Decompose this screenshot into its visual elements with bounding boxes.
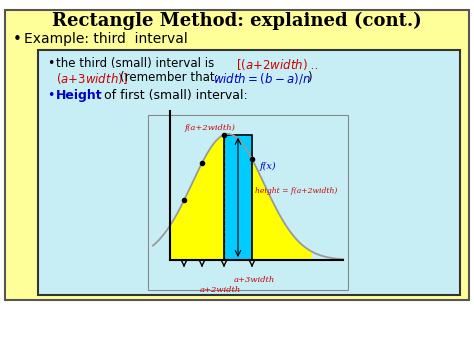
Text: of first (small) interval:: of first (small) interval: bbox=[100, 88, 248, 102]
Bar bbox=[224, 135, 252, 260]
Text: •: • bbox=[13, 32, 22, 47]
Polygon shape bbox=[170, 135, 224, 260]
Polygon shape bbox=[252, 159, 312, 260]
Text: ): ) bbox=[307, 71, 311, 84]
Text: $(a{+}3width)]$: $(a{+}3width)]$ bbox=[56, 71, 128, 86]
Text: f(a+2width): f(a+2width) bbox=[184, 124, 236, 132]
Text: Height: Height bbox=[56, 88, 103, 102]
Text: height = f(a+2width): height = f(a+2width) bbox=[255, 187, 337, 195]
Text: (remember that:: (remember that: bbox=[120, 71, 222, 84]
Text: a+3width: a+3width bbox=[233, 276, 274, 284]
Bar bbox=[148, 115, 348, 290]
Text: the third (small) interval is: the third (small) interval is bbox=[56, 58, 218, 71]
Text: f(x): f(x) bbox=[260, 162, 277, 171]
Text: Example: third  interval: Example: third interval bbox=[24, 32, 188, 46]
FancyBboxPatch shape bbox=[5, 10, 469, 300]
Text: a+2width: a+2width bbox=[200, 286, 241, 294]
Text: •: • bbox=[47, 58, 55, 71]
Text: $[(a{+}2width)$ ..: $[(a{+}2width)$ .. bbox=[236, 56, 319, 71]
Text: $width = (b - a)/n$: $width = (b - a)/n$ bbox=[213, 71, 310, 86]
FancyBboxPatch shape bbox=[38, 50, 460, 295]
Text: Rectangle Method: explained (cont.): Rectangle Method: explained (cont.) bbox=[52, 12, 422, 30]
Text: •: • bbox=[47, 88, 55, 102]
